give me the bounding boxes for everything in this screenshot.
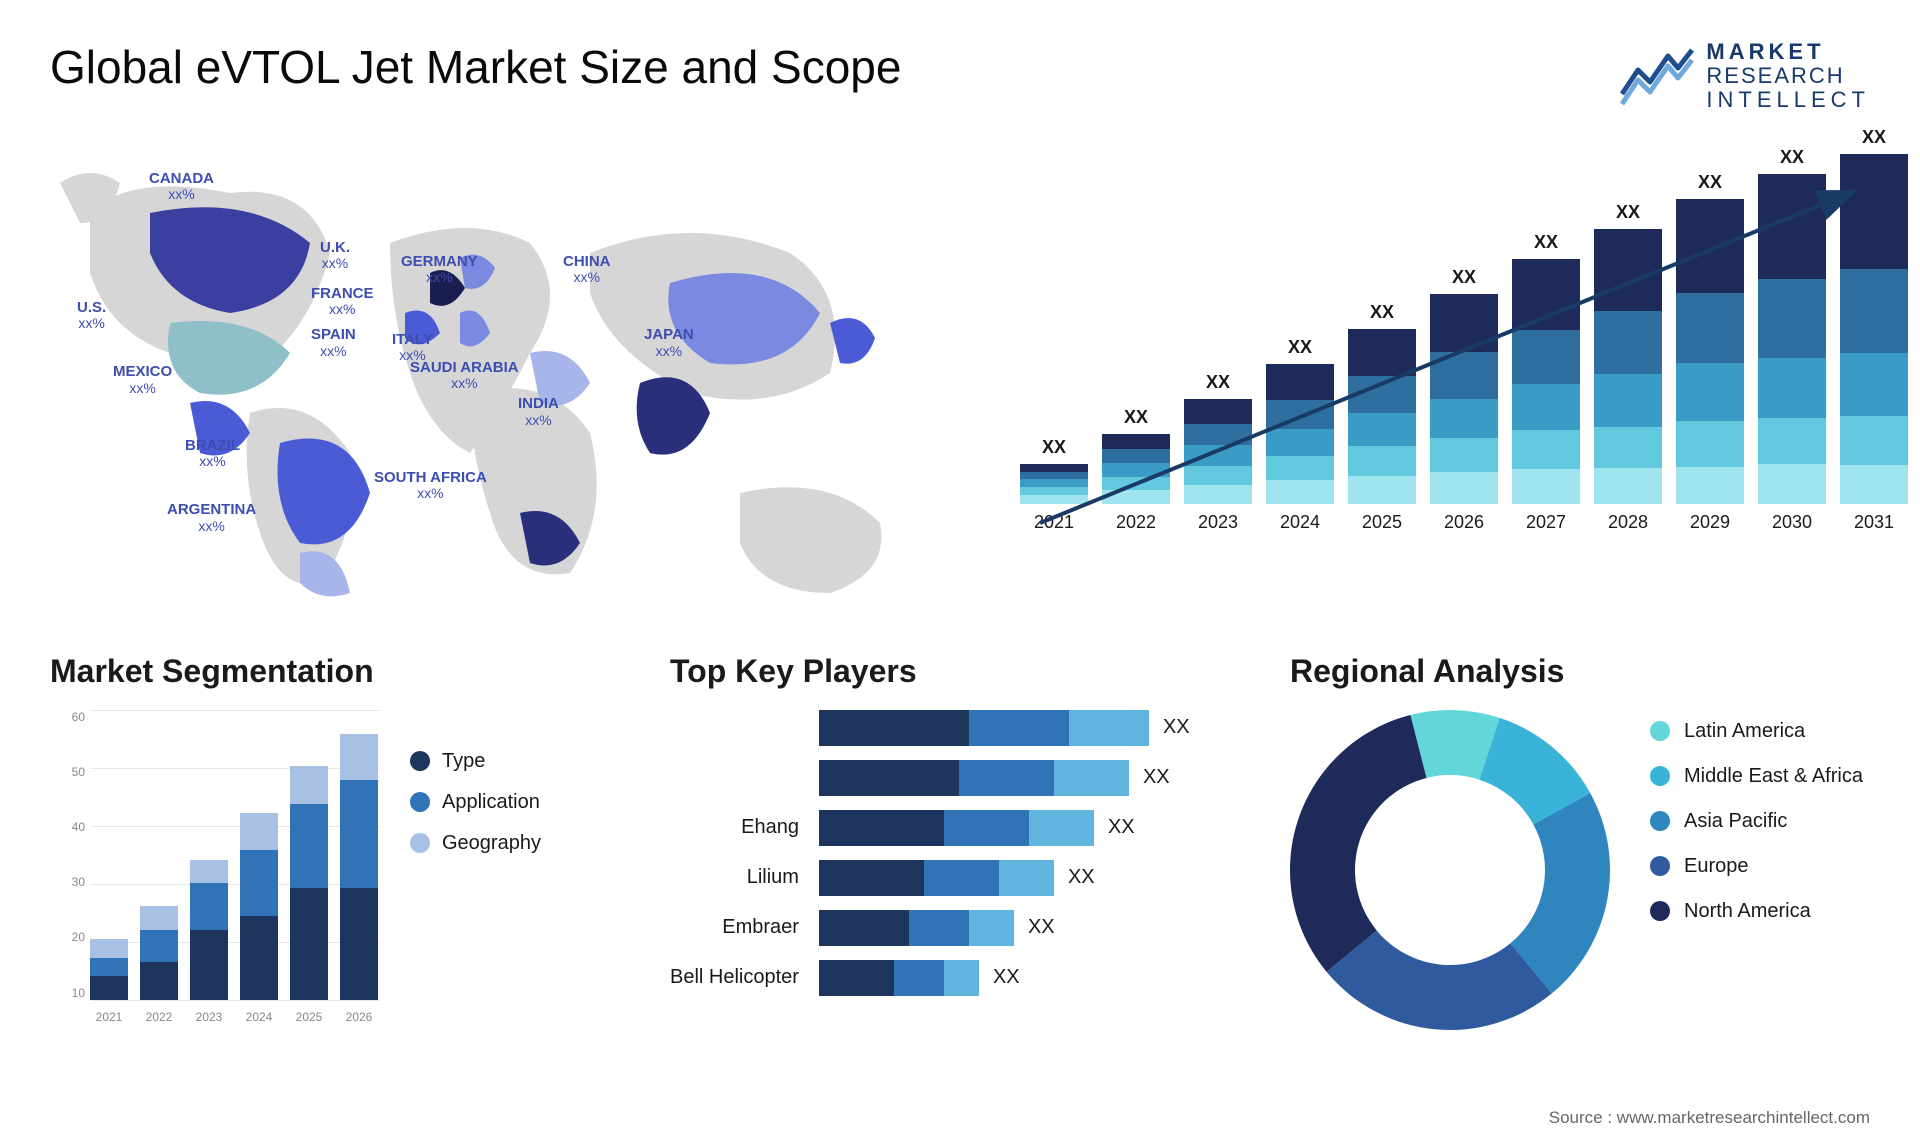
player-label: Lilium [670,860,799,896]
legend-item: Type [410,750,541,773]
key-players-section: Top Key Players Ehang Lilium Embraer Bell H… [670,653,1250,1093]
player-bar: XX [819,710,1190,746]
logo-text-2: RESEARCH [1706,64,1870,88]
segmentation-bar [140,906,178,999]
map-label: SPAINxx% [311,327,356,359]
growth-bar: XX2022 [1102,407,1170,533]
player-bar: XX [819,910,1190,946]
source-label: Source : www.marketresearchintellect.com [1549,1108,1870,1128]
player-label [670,710,799,746]
growth-bar: XX2024 [1266,337,1334,533]
page-title: Global eVTOL Jet Market Size and Scope [50,40,901,94]
logo-text-3: INTELLECT [1706,88,1870,112]
key-players-chart: XX XX XX XX XX XX [819,710,1190,1002]
player-bar: XX [819,860,1190,896]
growth-bar: XX2030 [1758,147,1826,533]
legend-item: Latin America [1650,720,1863,743]
growth-bar-chart: XX2021XX2022XX2023XX2024XX2025XX2026XX20… [1010,153,1908,613]
player-bar: XX [819,960,1190,996]
player-label: Ehang [670,810,799,846]
map-label: JAPANxx% [644,327,694,359]
map-label: SAUDI ARABIAxx% [410,360,519,392]
legend-item: North America [1650,900,1863,923]
logo-text-1: MARKET [1706,40,1870,64]
segmentation-bar [290,766,328,999]
player-label [670,760,799,796]
map-label: SOUTH AFRICAxx% [374,470,487,502]
map-label: FRANCExx% [311,286,374,318]
player-label: Bell Helicopter [670,960,799,996]
map-label: INDIAxx% [518,396,559,428]
growth-bar: XX2031 [1840,127,1908,533]
world-map: CANADAxx% U.S.xx% MEXICOxx% BRAZILxx% ARGENT… [50,153,950,613]
segmentation-bar [90,939,128,1000]
map-label: ARGENTINAxx% [167,502,256,534]
segmentation-title: Market Segmentation [50,653,630,690]
growth-bar: XX2027 [1512,232,1580,533]
legend-item: Asia Pacific [1650,810,1863,833]
map-label: BRAZILxx% [185,438,240,470]
segmentation-legend: Type Application Geography [410,710,541,1030]
growth-bar: XX2026 [1430,267,1498,533]
map-label: U.S.xx% [77,300,106,332]
player-bar: XX [819,810,1190,846]
map-label: CHINAxx% [563,254,611,286]
growth-bar: XX2029 [1676,172,1744,533]
regional-title: Regional Analysis [1290,653,1870,690]
player-label: Embraer [670,910,799,946]
legend-item: Europe [1650,855,1863,878]
legend-item: Application [410,791,541,814]
key-players-title: Top Key Players [670,653,1250,690]
donut-slice [1290,715,1426,972]
player-bar: XX [819,760,1190,796]
regional-legend: Latin America Middle East & Africa Asia Pa… [1650,710,1863,923]
regional-section: Regional Analysis Latin America Middle Ea… [1290,653,1870,1093]
segmentation-bar [190,860,228,1000]
brand-logo: MARKET RESEARCH INTELLECT [1620,40,1870,113]
segmentation-bar [340,734,378,1000]
segmentation-bar [240,813,278,1000]
map-label: MEXICOxx% [113,364,172,396]
map-label: GERMANYxx% [401,254,478,286]
growth-bar: XX2028 [1594,202,1662,533]
growth-bar: XX2023 [1184,372,1252,533]
growth-bar: XX2025 [1348,302,1416,533]
logo-mark-icon [1620,46,1694,106]
regional-donut-chart [1290,710,1610,1030]
map-label: U.K.xx% [320,240,350,272]
legend-item: Middle East & Africa [1650,765,1863,788]
map-label: CANADAxx% [149,171,214,203]
segmentation-chart: 605040302010 202120222023202420252026 [50,710,380,1030]
growth-bar: XX2021 [1020,437,1088,533]
segmentation-section: Market Segmentation 605040302010 2021202… [50,653,630,1093]
legend-item: Geography [410,832,541,855]
